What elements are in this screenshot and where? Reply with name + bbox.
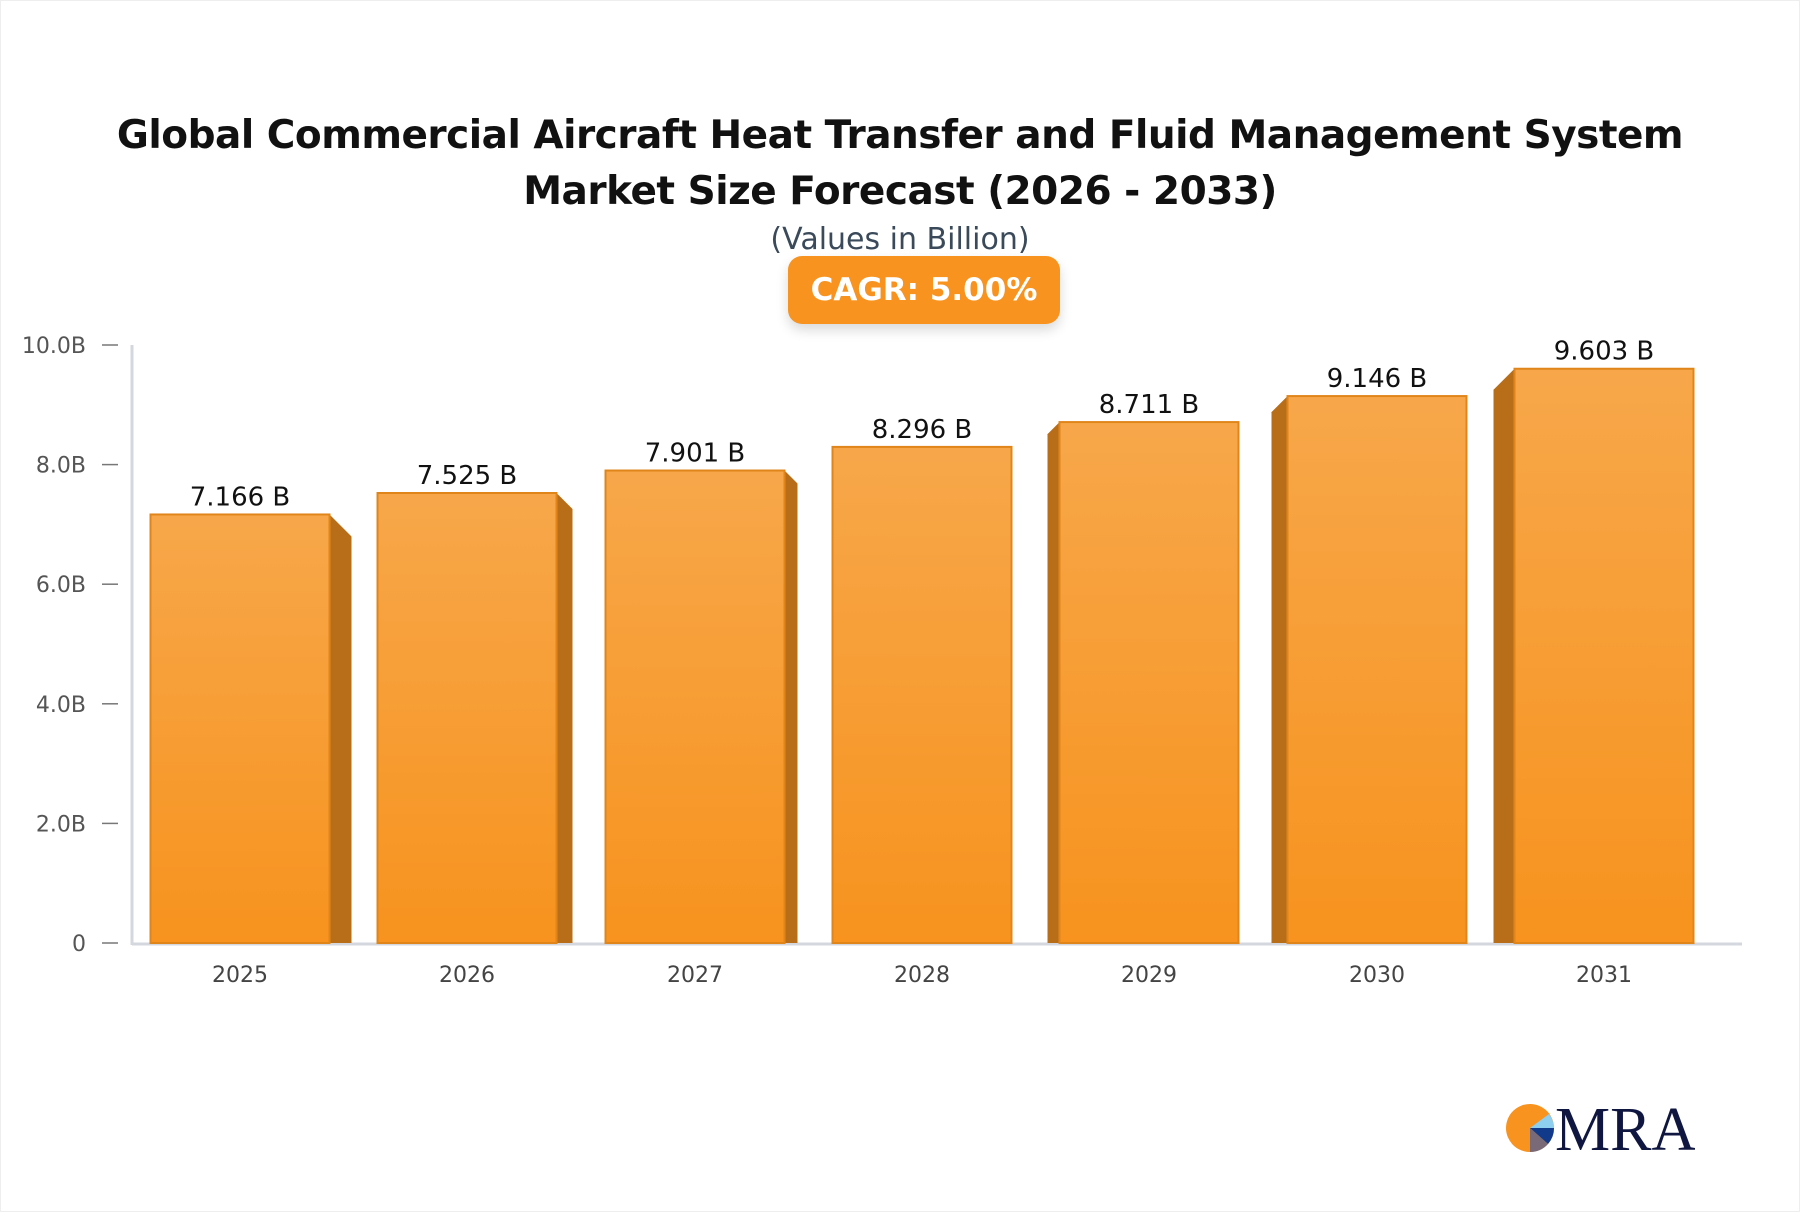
data-label: 8.296 B: [872, 415, 973, 445]
bar-side: [1271, 396, 1288, 943]
data-label: 9.146 B: [1327, 364, 1428, 394]
chart-subtitle: (Values in Billion): [770, 222, 1030, 257]
bar-side: [1493, 368, 1515, 943]
bar: [149, 513, 331, 944]
x-tick-label: 2028: [894, 963, 950, 988]
y-tick-label: 8.0B: [36, 454, 86, 479]
y-tick-label: 6.0B: [36, 573, 86, 598]
x-tick-label: 2029: [1121, 963, 1177, 988]
bar: [1513, 367, 1695, 944]
bar: [604, 469, 786, 944]
logo-pie-icon: MRA: [1506, 1098, 1695, 1158]
bar-side: [556, 493, 573, 943]
x-tick-label: 2027: [667, 963, 723, 988]
bar: [1286, 395, 1468, 944]
x-tick-label: 2025: [212, 963, 268, 988]
bar-side: [1047, 422, 1060, 943]
bar: [376, 492, 558, 944]
x-tick-label: 2031: [1576, 963, 1632, 988]
cagr-badge: CAGR: 5.00%: [788, 256, 1060, 324]
x-tick-label: 2030: [1349, 963, 1405, 988]
bar-side: [784, 470, 798, 943]
data-label: 8.711 B: [1099, 390, 1200, 420]
mra-logo: MRA: [1505, 1098, 1695, 1158]
chart-title: Global Commercial Aircraft Heat Transfer…: [116, 113, 1684, 214]
bar-side: [329, 514, 352, 943]
data-label: 7.901 B: [645, 439, 746, 469]
y-tick-label: 2.0B: [36, 812, 86, 837]
y-tick-label: 4.0B: [36, 693, 86, 718]
data-label: 7.166 B: [190, 482, 291, 512]
y-tick-label: 10.0B: [22, 334, 86, 359]
bar: [831, 445, 1013, 944]
bar: [1058, 421, 1240, 944]
data-label: 9.603 B: [1554, 337, 1655, 367]
data-label: 7.525 B: [417, 461, 518, 491]
y-tick-label: 0: [72, 932, 86, 957]
logo-text: MRA: [1555, 1098, 1695, 1158]
x-tick-label: 2026: [439, 963, 495, 988]
